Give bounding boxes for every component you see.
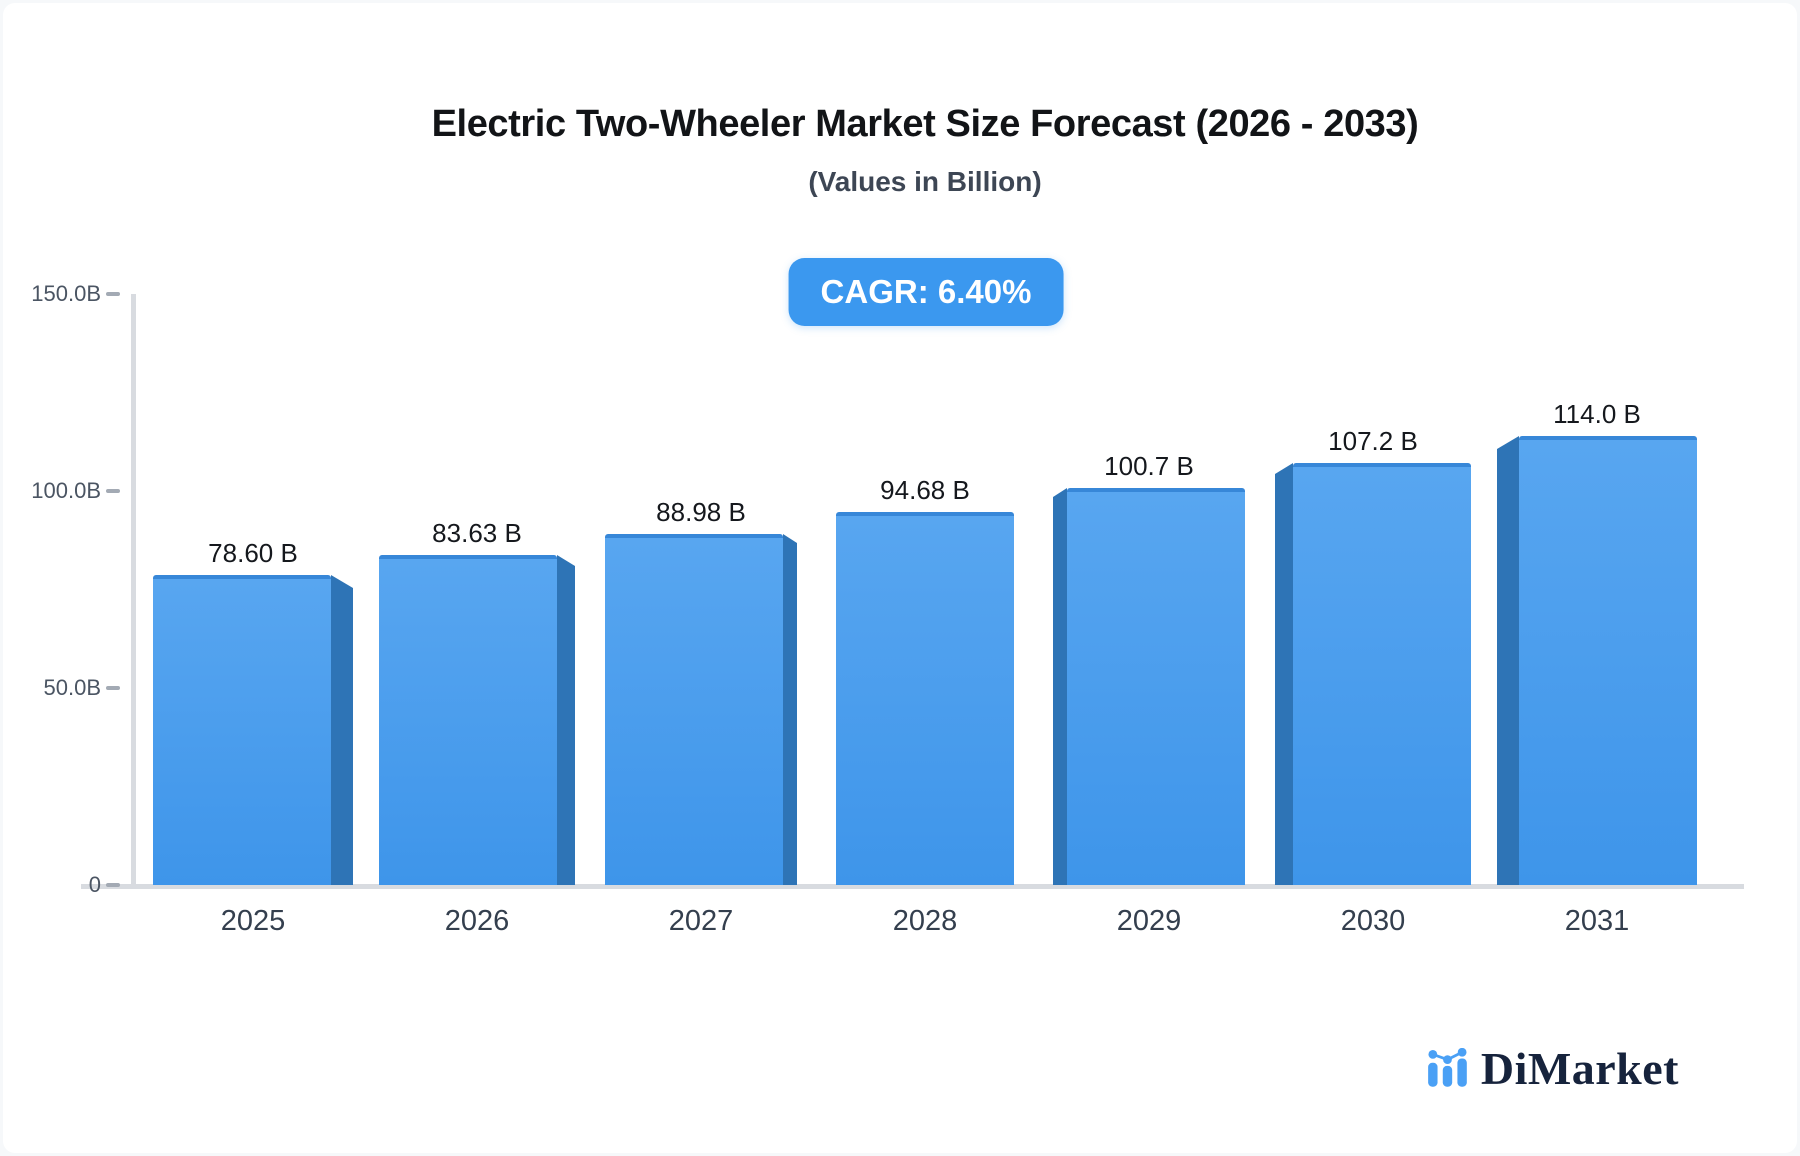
y-tick-label: 50.0B [43, 675, 102, 700]
y-tick-dash [106, 292, 120, 296]
bar-3d-side [783, 534, 797, 885]
x-axis-label: 2030 [1340, 905, 1406, 937]
chart-subtitle: (Values in Billion) [808, 166, 1042, 197]
bar-2028 [836, 512, 1014, 885]
bar-value-label: 107.2 B [1328, 426, 1418, 456]
bar-face [153, 575, 331, 885]
bar-2030 [1275, 463, 1471, 885]
dimarket-logo-text: DiMarket [1480, 1043, 1679, 1094]
bar-2029 [1053, 488, 1245, 885]
bar-3d-side [1497, 436, 1519, 885]
bar-face [605, 534, 783, 885]
bar-2026 [379, 555, 575, 885]
bar-chart-logo-icon [1427, 1047, 1467, 1087]
bar-face [1067, 488, 1245, 885]
y-tick-label: 150.0B [31, 281, 101, 306]
y-axis-line [131, 294, 136, 888]
x-axis-label: 2026 [444, 905, 510, 937]
chart-card: Electric Two-Wheeler Market Size Forecas… [3, 3, 1797, 1153]
x-axis-label: 2031 [1564, 905, 1630, 937]
bar-value-label: 114.0 B [1553, 399, 1641, 429]
bar-3d-side [1275, 463, 1293, 885]
y-tick-dash [106, 686, 120, 690]
bar-2031 [1497, 436, 1697, 885]
x-axis-label: 2029 [1116, 905, 1182, 937]
bar-value-label: 83.63 B [432, 518, 522, 548]
y-tick-label: 0 [88, 872, 101, 897]
bar-2025 [153, 575, 353, 885]
bar-face [836, 512, 1014, 885]
bar-3d-side [1053, 488, 1067, 885]
dimarket-logo: DiMarket [1425, 1042, 1679, 1095]
plot-area: 0 50.0B 100.0B 150.0B 78.60 B 2025 83.63 B 202… [3, 3, 1797, 1153]
x-axis-label: 2027 [668, 905, 734, 937]
y-tick-label: 100.0B [31, 478, 101, 503]
bar-value-label: 78.60 B [208, 538, 298, 568]
bar-value-label: 94.68 B [880, 475, 970, 505]
x-axis-line [81, 884, 1744, 889]
y-tick-dash [106, 883, 120, 887]
bar-face [1519, 436, 1697, 885]
bar-3d-side [331, 575, 353, 885]
bar-value-label: 100.7 B [1104, 451, 1194, 481]
bar-value-label: 88.98 B [656, 497, 746, 527]
bar-2027 [605, 534, 797, 885]
cagr-badge: CAGR: 6.40% [788, 258, 1064, 326]
x-axis-label: 2028 [892, 905, 958, 937]
y-tick-dash [106, 489, 120, 493]
chart-title: Electric Two-Wheeler Market Size Forecas… [431, 103, 1419, 145]
x-axis-label: 2025 [220, 905, 286, 937]
bar-face [379, 555, 557, 885]
bar-face [1293, 463, 1471, 885]
bar-3d-side [557, 555, 575, 885]
